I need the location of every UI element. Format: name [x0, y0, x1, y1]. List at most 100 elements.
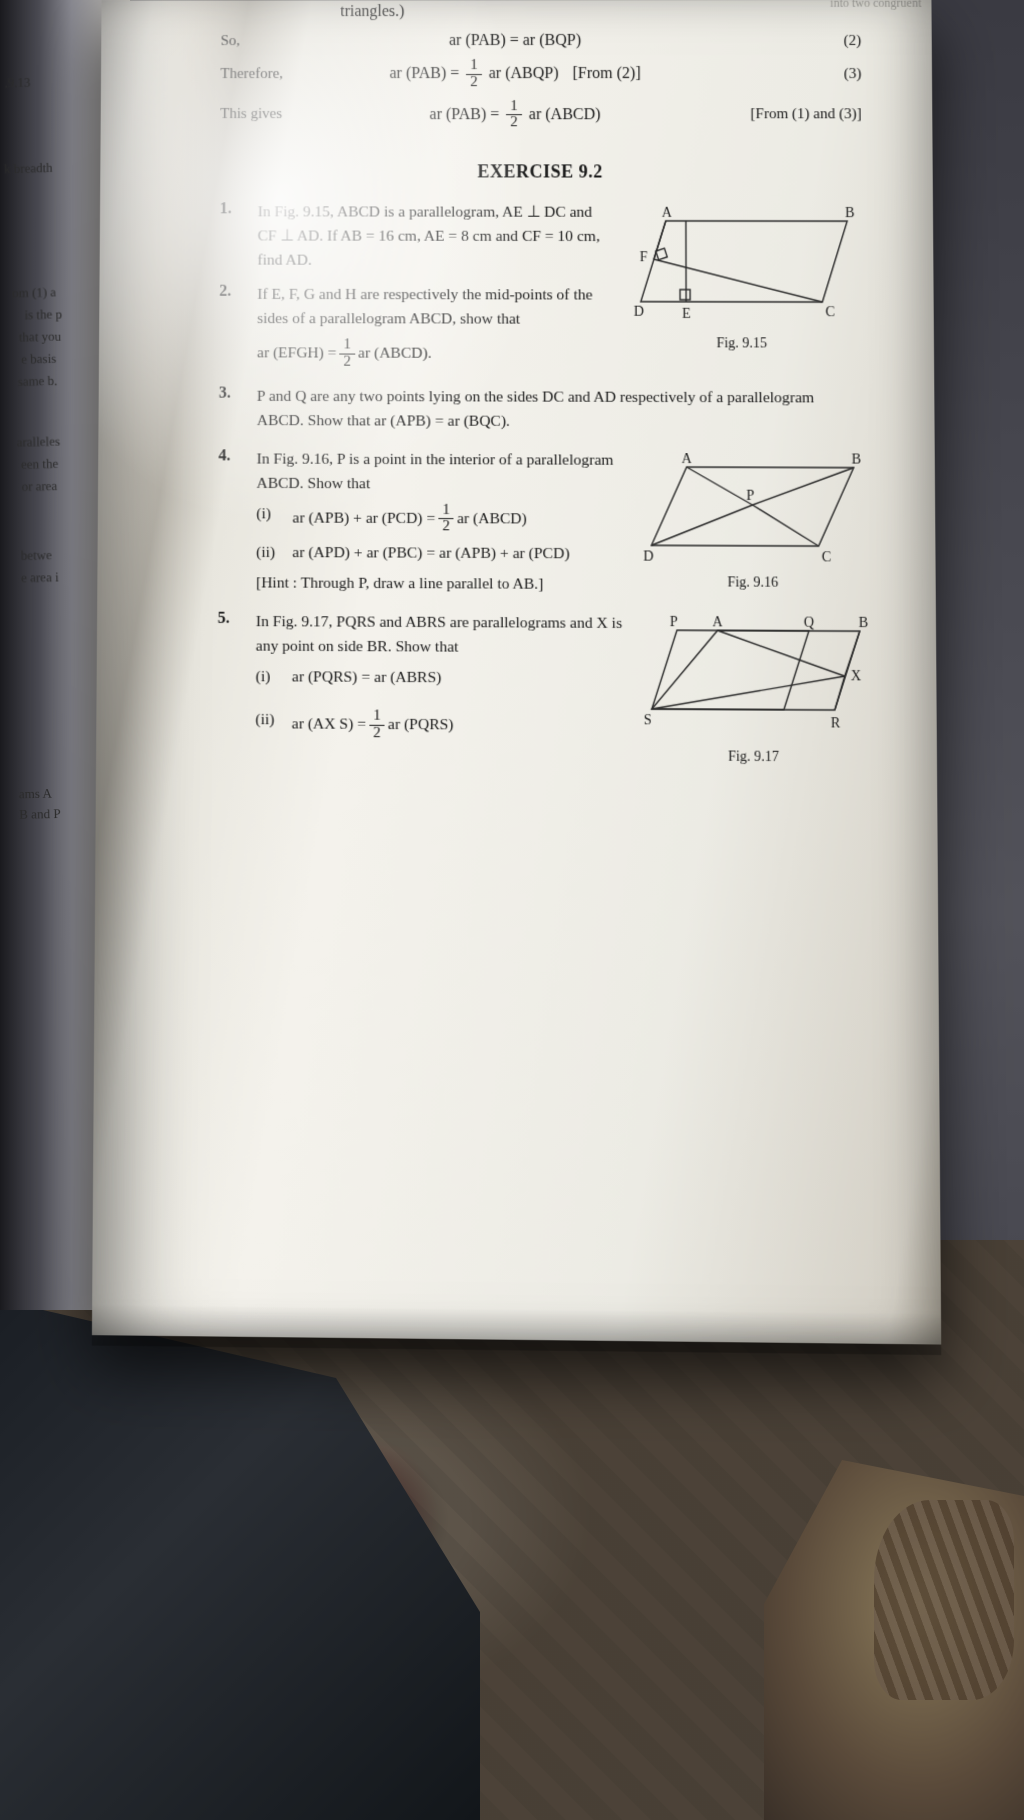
equation-row-final: This gives ar (PAB) = 12 ar (ABCD) [From… — [220, 99, 862, 132]
label-F: F — [640, 250, 648, 265]
margin-text: e basis — [21, 351, 56, 368]
eq-text: ar (PAB) = ar (BQP) — [449, 32, 581, 50]
equation-2: ar (PAB) = ar (BQP) — [320, 32, 710, 50]
eq-ref-3: (3) — [721, 66, 862, 83]
question-number-4: 4. — [218, 447, 243, 596]
margin-text: .9.13 — [4, 75, 30, 92]
label-B: B — [845, 206, 855, 221]
question-number-1: 1. — [219, 200, 243, 272]
margin-text: betwe — [21, 547, 52, 564]
fig-9-15-caption: Fig. 9.15 — [621, 336, 863, 353]
q2-text: If E, F, G and H are respectively the mi… — [257, 286, 592, 328]
eq: ar (ABCD) — [457, 507, 527, 532]
label-S: S — [644, 713, 652, 728]
equation-row-2: So, ar (PAB) = ar (BQP) (2) — [221, 32, 862, 50]
q4-hint: [Hint : Through P, draw a line parallel … — [256, 571, 627, 597]
label-B: B — [852, 452, 862, 467]
label-A: A — [712, 615, 722, 630]
q4-ii-text: ar (APD) + ar (PBC) = ar (APB) + ar (PCD… — [292, 541, 569, 567]
margin-text: e area i — [21, 569, 59, 586]
question-3-block: 3. P and Q are any two points lying on t… — [219, 384, 864, 435]
label-E: E — [682, 307, 691, 322]
eq-text: ar (PAB) = — [389, 65, 459, 83]
question-4-body: In Fig. 9.16, P is a point in the interi… — [256, 447, 627, 598]
margin-text: aralleles — [17, 433, 61, 450]
question-5-body: In Fig. 9.17, PQRS and ABRS are parallel… — [255, 610, 627, 765]
equation-3: ar (PAB) = 12 ar (ABQP) [From (2)] — [320, 58, 711, 91]
fig-9-16-caption: Fig. 9.16 — [641, 575, 864, 592]
fig-9-17-svg: P A Q B S R X — [641, 612, 875, 747]
fraction-half: 12 — [506, 99, 522, 132]
fraction-half: 12 — [369, 709, 385, 742]
figure-9-17: P A Q B S R X Fig. 9.17 — [641, 612, 865, 767]
q5-i-text: ar (PQRS) = ar (ABRS) — [292, 665, 442, 690]
eq-ref-2: (2) — [720, 32, 861, 49]
fraction-half: 12 — [438, 502, 454, 535]
sub-label-i: (i) — [256, 502, 284, 535]
equation-final: ar (PAB) = 12 ar (ABCD) — [320, 99, 711, 132]
eq-text: ar (ABQP) — [489, 65, 559, 83]
q2-eq: ar (EFGH) = — [257, 342, 337, 366]
question-number-2: 2. — [219, 283, 243, 370]
eq-note: [From (2)] — [573, 65, 641, 83]
margin-text: B and P — [19, 806, 61, 823]
question-5-block: 5. In Fig. 9.17, PQRS and ABRS are paral… — [217, 610, 866, 767]
label-C: C — [822, 550, 832, 565]
question-number-5: 5. — [217, 610, 242, 763]
label-P: P — [670, 615, 678, 630]
label-R: R — [831, 716, 841, 732]
margin-text: k breadth — [4, 160, 53, 177]
margin-text: een the — [21, 456, 58, 473]
label-thisgives: This gives — [220, 106, 310, 123]
label-B: B — [859, 616, 869, 631]
label-A: A — [682, 451, 692, 466]
text-triangles: triangles.) — [340, 0, 861, 24]
label-therefore: Therefore, — [220, 66, 310, 83]
sub-label-i: (i) — [256, 665, 284, 690]
q5-text: In Fig. 9.17, PQRS and ABRS are parallel… — [256, 613, 623, 656]
label-A: A — [662, 206, 672, 221]
label-Q: Q — [804, 616, 814, 631]
eq-text: ar (ABCD) — [529, 106, 601, 124]
margin-text: om (1) a — [12, 284, 56, 301]
faint-text: into two congruent — [830, 0, 921, 11]
exercise-heading: EXERCISE 9.2 — [220, 161, 862, 183]
label-P: P — [746, 488, 754, 503]
sub-label-ii: (ii) — [255, 708, 283, 741]
eq: ar (AX S) = — [292, 713, 367, 738]
label-C: C — [825, 305, 835, 320]
:eq: ar (APB) + ar (PCD) = — [292, 506, 435, 531]
margin-text: same b. — [18, 373, 58, 390]
sub-label-ii: (ii) — [256, 541, 284, 566]
eq-note-final: [From (1) and (3)] — [721, 106, 862, 123]
margin-text: ams A — [19, 785, 52, 802]
fraction-half: 12 — [340, 337, 356, 370]
q4-text: In Fig. 9.16, P is a point in the interi… — [256, 450, 613, 492]
figure-9-15: A B C D E F Fig. 9.15 — [620, 201, 863, 372]
figure-9-16: A B C D P Fig. 9.16 — [641, 448, 865, 598]
eq-text: ar (PAB) = — [429, 106, 499, 124]
equation-row-3: Therefore, ar (PAB) = 12 ar (ABQP) [From… — [220, 58, 861, 91]
label-D: D — [643, 549, 653, 564]
question-1-text: In Fig. 9.15, ABCD is a parallelogram, A… — [257, 200, 606, 273]
question-1-2-block: 1. In Fig. 9.15, ABCD is a parallelogram… — [219, 200, 863, 371]
fig-9-17-caption: Fig. 9.17 — [642, 749, 866, 767]
q2-eq: ar (ABCD). — [358, 342, 432, 366]
margin-text: that you — [19, 328, 61, 345]
label-X: X — [851, 669, 861, 684]
question-2-text: If E, F, G and H are respectively the mi… — [257, 283, 607, 371]
eq: ar (PQRS) — [388, 713, 454, 738]
label-so: So, — [221, 33, 311, 50]
fraction-half: 12 — [466, 58, 482, 91]
textbook-page: into two congruent .9.13 k breadth om (1… — [92, 0, 941, 1345]
knitting-texture — [874, 1500, 1014, 1700]
question-3-text: P and Q are any two points lying on the … — [257, 384, 864, 435]
fig-9-16-svg: A B C D P — [641, 448, 864, 571]
label-D: D — [634, 305, 644, 320]
margin-text: is the p — [24, 306, 62, 323]
question-number-3: 3. — [219, 384, 243, 433]
fig-9-15-svg: A B C D E F — [625, 201, 857, 333]
question-4-block: 4. In Fig. 9.16, P is a point in the int… — [218, 447, 865, 599]
margin-text: or area — [21, 478, 57, 495]
scene: into two congruent .9.13 k breadth om (1… — [0, 0, 1024, 1820]
